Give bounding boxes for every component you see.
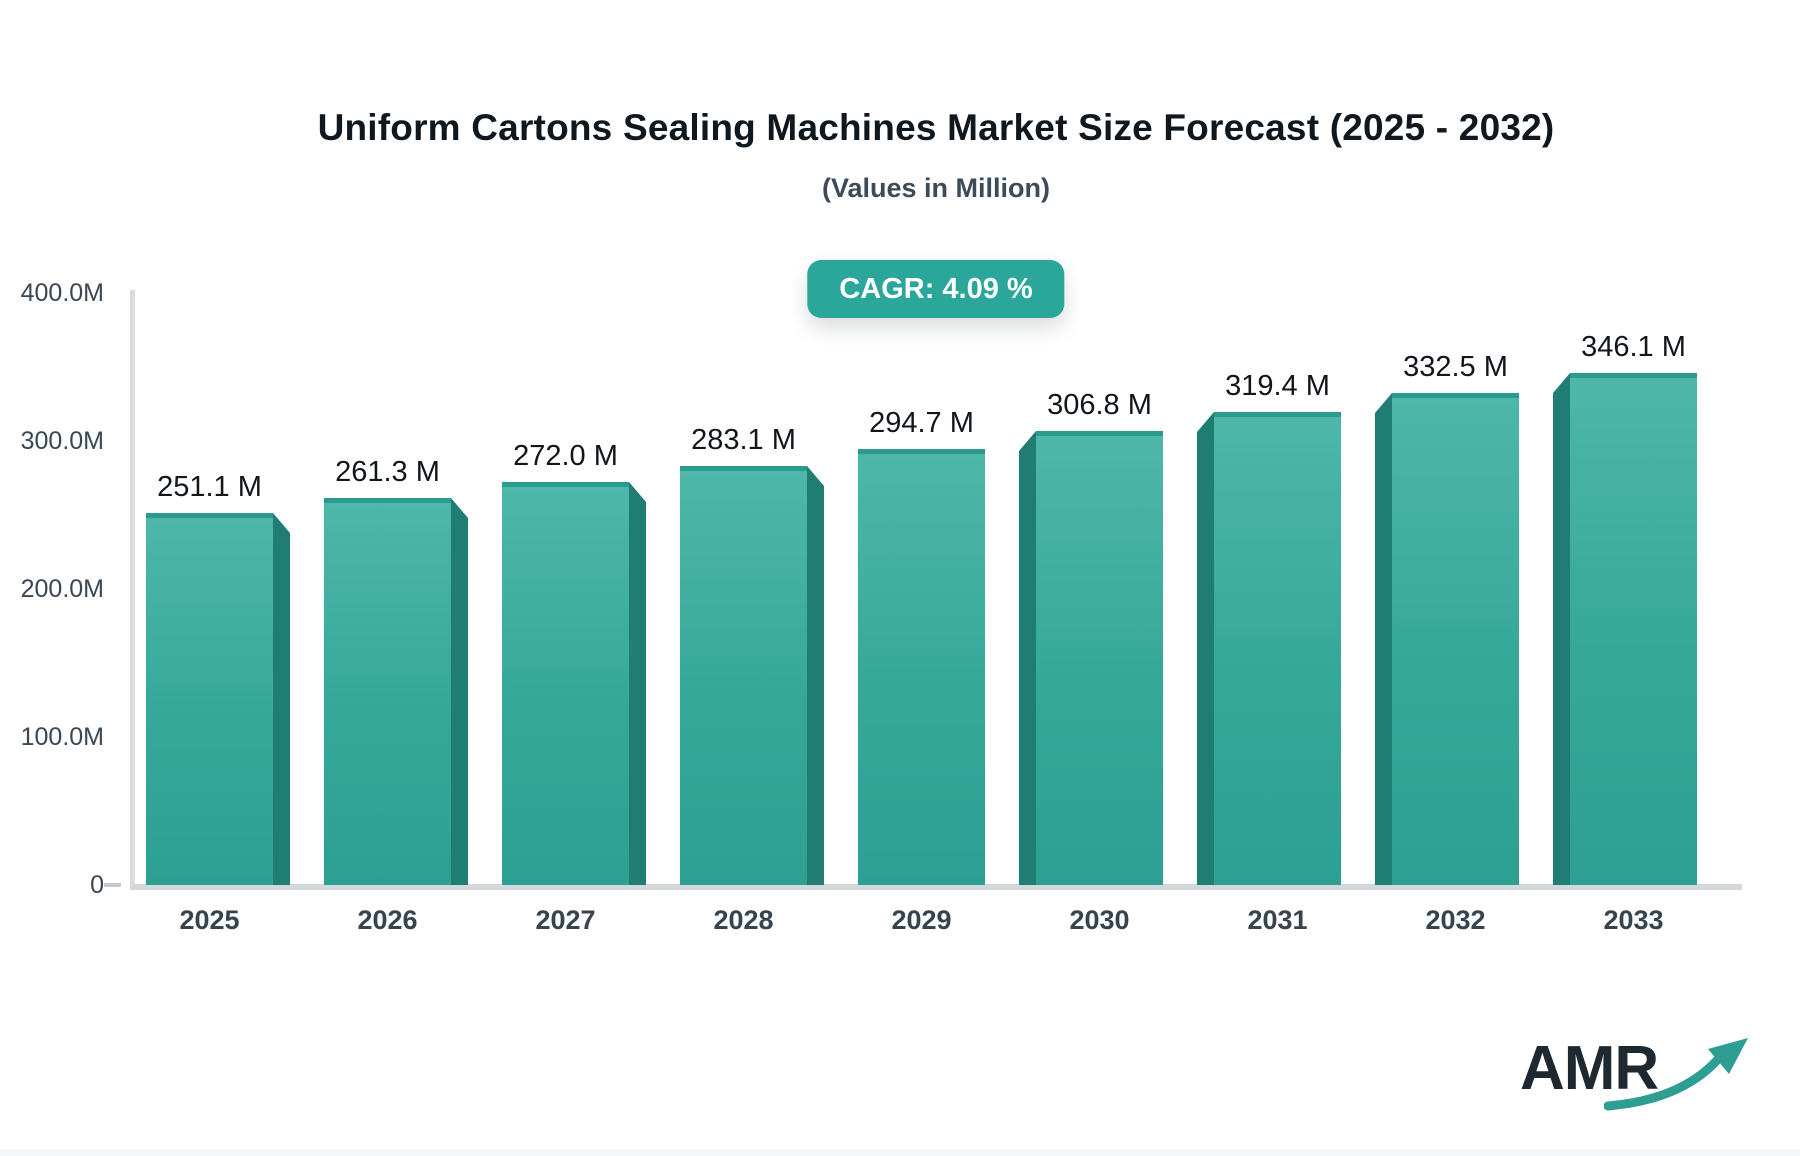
bar-2028 — [680, 466, 807, 885]
bar-side-face — [273, 513, 290, 885]
bar-2025 — [146, 513, 273, 885]
bar-2031 — [1214, 412, 1341, 885]
x-axis-label-2031: 2031 — [1247, 905, 1308, 935]
x-axis-label-2029: 2029 — [891, 905, 952, 935]
bar-side-face — [1197, 412, 1214, 885]
y-axis-tick-label: 200.0M — [20, 575, 104, 603]
bar-value-label: 261.3 M — [335, 456, 440, 488]
brand-logo: AMR — [1520, 1032, 1748, 1120]
bar-side-face — [1553, 373, 1570, 885]
x-axis-label-2025: 2025 — [179, 905, 240, 935]
bar-value-label: 306.8 M — [1047, 389, 1152, 421]
logo-text: AMR — [1520, 1034, 1659, 1103]
bar-side-face — [1375, 393, 1392, 885]
bar-value-label: 251.1 M — [157, 471, 262, 503]
bottom-strip — [0, 1149, 1800, 1156]
y-axis-tick-label: 300.0M — [20, 427, 104, 455]
growth-arrow-icon — [1604, 1038, 1748, 1111]
y-axis-line — [130, 290, 135, 885]
zero-tick-mark — [104, 883, 121, 887]
bar-side-face — [807, 466, 824, 885]
bar-2033 — [1570, 373, 1697, 885]
bar-2029 — [858, 449, 985, 885]
bar-2026 — [324, 498, 451, 885]
x-axis-label-2033: 2033 — [1603, 905, 1664, 935]
bar-value-label: 283.1 M — [691, 424, 796, 456]
x-axis-label-2026: 2026 — [357, 905, 418, 935]
bar-2030 — [1036, 431, 1163, 885]
y-axis-tick-label: 0 — [90, 871, 104, 899]
y-axis-tick-label: 400.0M — [20, 279, 104, 307]
chart-title: Uniform Cartons Sealing Machines Market … — [317, 107, 1555, 148]
bar-2027 — [502, 482, 629, 885]
bar-value-label: 319.4 M — [1225, 370, 1330, 402]
x-axis-label-2030: 2030 — [1069, 905, 1130, 935]
chart-subtitle: (Values in Million) — [821, 173, 1051, 203]
cagr-badge: CAGR: 4.09 % — [807, 260, 1065, 318]
bar-value-label: 346.1 M — [1581, 331, 1686, 363]
bar-value-label: 294.7 M — [869, 407, 974, 439]
bar-2032 — [1392, 393, 1519, 885]
bar-value-label: 332.5 M — [1403, 351, 1508, 383]
x-axis-label-2028: 2028 — [713, 905, 774, 935]
x-axis-label-2032: 2032 — [1425, 905, 1486, 935]
bar-side-face — [629, 482, 646, 885]
bar-side-face — [451, 498, 468, 885]
y-axis-tick-label: 100.0M — [20, 723, 104, 751]
bar-side-face — [1019, 431, 1036, 885]
bar-value-label: 272.0 M — [513, 440, 618, 472]
x-axis-line — [130, 884, 1742, 890]
x-axis-label-2027: 2027 — [535, 905, 596, 935]
